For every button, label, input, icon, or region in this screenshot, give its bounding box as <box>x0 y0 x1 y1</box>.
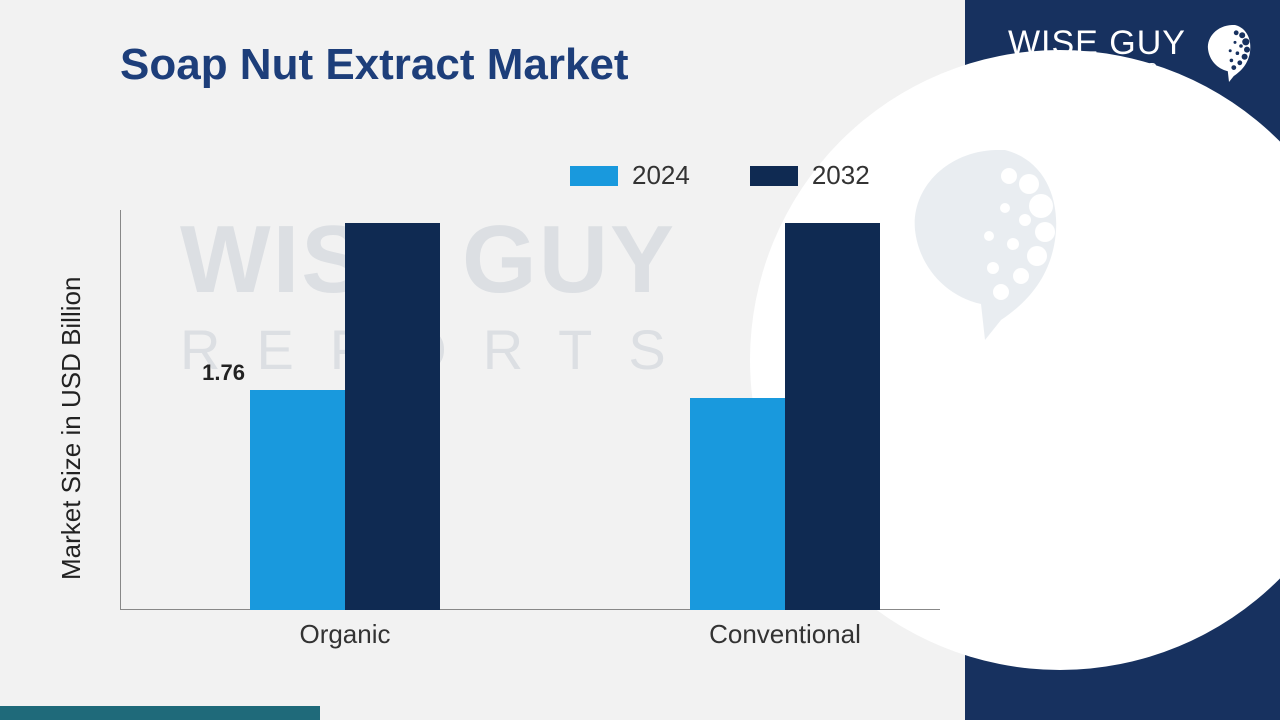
bar <box>345 223 440 611</box>
legend-swatch-2024 <box>570 166 618 186</box>
brand-logo: WISE GUY REPORTS <box>1008 22 1256 82</box>
chart-stage: WISE GUY REPORTS Soap Nut Extract Market… <box>0 0 1280 720</box>
category-label: Organic <box>245 610 445 649</box>
category-label: Conventional <box>685 610 885 649</box>
plot-area: 1.76OrganicConventional <box>120 210 940 610</box>
bar <box>250 390 345 610</box>
brand-head-icon <box>1196 22 1256 82</box>
bar-value-label: 1.76 <box>195 360 245 386</box>
chart-title: Soap Nut Extract Market <box>120 40 629 90</box>
legend-label-2032: 2032 <box>812 160 870 191</box>
legend-swatch-2032 <box>750 166 798 186</box>
bar <box>785 223 880 611</box>
bar <box>690 398 785 611</box>
legend-item-2032: 2032 <box>750 160 870 191</box>
brand-line1: WISE GUY <box>1008 26 1186 60</box>
legend: 2024 2032 <box>570 160 870 191</box>
brand-line2: REPORTS <box>1008 62 1186 78</box>
bottom-accent-bar <box>0 706 320 720</box>
y-axis-line <box>120 210 121 610</box>
legend-item-2024: 2024 <box>570 160 690 191</box>
y-axis-label: Market Size in USD Billion <box>56 277 87 580</box>
legend-label-2024: 2024 <box>632 160 690 191</box>
